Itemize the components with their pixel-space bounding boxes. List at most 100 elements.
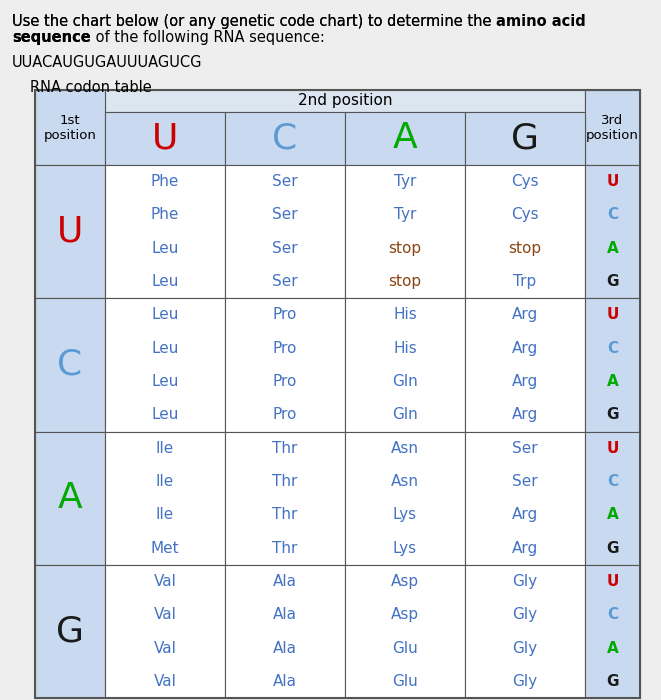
- Text: G: G: [606, 407, 619, 422]
- Text: Phe: Phe: [151, 174, 179, 189]
- Text: Ser: Ser: [272, 174, 298, 189]
- Text: His: His: [393, 341, 417, 356]
- Text: Thr: Thr: [272, 508, 297, 522]
- Bar: [345, 565, 465, 698]
- Bar: [585, 565, 640, 698]
- Text: Tyr: Tyr: [394, 174, 416, 189]
- Text: C: C: [607, 607, 618, 622]
- Text: Leu: Leu: [151, 341, 178, 356]
- Text: Asp: Asp: [391, 607, 419, 622]
- Bar: [225, 565, 345, 698]
- Text: Asp: Asp: [391, 574, 419, 589]
- Text: Ala: Ala: [273, 574, 297, 589]
- Text: G: G: [606, 540, 619, 556]
- Text: Thr: Thr: [272, 441, 297, 456]
- Bar: [465, 565, 585, 698]
- Text: Ser: Ser: [512, 441, 538, 456]
- Bar: [35, 431, 105, 565]
- Text: Asn: Asn: [391, 441, 419, 456]
- Text: A: A: [607, 508, 619, 522]
- Bar: [105, 565, 225, 698]
- Text: Arg: Arg: [512, 374, 538, 389]
- Text: Val: Val: [153, 607, 176, 622]
- Bar: [225, 298, 345, 431]
- Text: Gln: Gln: [392, 374, 418, 389]
- Bar: [35, 565, 105, 698]
- Text: C: C: [607, 207, 618, 223]
- Text: A: A: [58, 481, 83, 515]
- Text: Ser: Ser: [272, 207, 298, 223]
- Bar: [585, 431, 640, 565]
- Text: Ala: Ala: [273, 640, 297, 655]
- Text: Cys: Cys: [511, 207, 539, 223]
- Text: Ile: Ile: [156, 441, 174, 456]
- Text: His: His: [393, 307, 417, 323]
- Text: stop: stop: [508, 241, 541, 256]
- Text: of the following RNA sequence:: of the following RNA sequence:: [91, 30, 325, 45]
- Text: Gly: Gly: [512, 674, 537, 689]
- Text: 3rd
position: 3rd position: [586, 113, 639, 141]
- Text: Ile: Ile: [156, 474, 174, 489]
- Bar: [465, 298, 585, 431]
- Text: Use the chart below (or any genetic code chart) to determine the: Use the chart below (or any genetic code…: [12, 14, 496, 29]
- Bar: [225, 112, 345, 165]
- Text: A: A: [607, 640, 619, 655]
- Text: stop: stop: [389, 241, 422, 256]
- Text: Leu: Leu: [151, 274, 178, 289]
- Text: A: A: [607, 374, 619, 389]
- Text: amino acid: amino acid: [496, 14, 586, 29]
- Text: Ser: Ser: [272, 274, 298, 289]
- Text: Val: Val: [153, 640, 176, 655]
- Bar: [585, 298, 640, 431]
- Bar: [465, 431, 585, 565]
- Text: U: U: [152, 122, 178, 155]
- Text: G: G: [606, 674, 619, 689]
- Text: Tyr: Tyr: [394, 207, 416, 223]
- Bar: [105, 431, 225, 565]
- Bar: [35, 298, 105, 431]
- Text: RNA codon table: RNA codon table: [30, 80, 152, 95]
- Text: Thr: Thr: [272, 474, 297, 489]
- Text: Arg: Arg: [512, 508, 538, 522]
- Text: Trp: Trp: [514, 274, 537, 289]
- Text: 1st
position: 1st position: [44, 113, 97, 141]
- Bar: [465, 112, 585, 165]
- Text: Thr: Thr: [272, 540, 297, 556]
- Text: G: G: [56, 615, 84, 648]
- Text: Lys: Lys: [393, 508, 417, 522]
- Text: Ser: Ser: [272, 241, 298, 256]
- Text: Val: Val: [153, 674, 176, 689]
- Text: Arg: Arg: [512, 307, 538, 323]
- Text: sequence: sequence: [12, 30, 91, 45]
- Text: Val: Val: [153, 574, 176, 589]
- Bar: [225, 431, 345, 565]
- Bar: [465, 165, 585, 298]
- Text: Leu: Leu: [151, 241, 178, 256]
- Text: Ala: Ala: [273, 607, 297, 622]
- Bar: [105, 112, 225, 165]
- Text: Ser: Ser: [512, 474, 538, 489]
- Text: Phe: Phe: [151, 207, 179, 223]
- Bar: [585, 90, 640, 165]
- Text: U: U: [606, 174, 619, 189]
- Bar: [585, 165, 640, 298]
- Text: A: A: [393, 122, 417, 155]
- Bar: [35, 90, 640, 698]
- Text: C: C: [607, 474, 618, 489]
- Text: Leu: Leu: [151, 407, 178, 422]
- Text: Glu: Glu: [392, 640, 418, 655]
- Text: A: A: [607, 241, 619, 256]
- Text: Pro: Pro: [273, 307, 297, 323]
- Text: C: C: [58, 348, 83, 382]
- Bar: [345, 165, 465, 298]
- Text: Arg: Arg: [512, 341, 538, 356]
- Text: Pro: Pro: [273, 374, 297, 389]
- Text: UUACAUGUGAUUUAGUCG: UUACAUGUGAUUUAGUCG: [12, 55, 202, 70]
- Text: Leu: Leu: [151, 307, 178, 323]
- Text: Arg: Arg: [512, 407, 538, 422]
- Text: stop: stop: [389, 274, 422, 289]
- Text: U: U: [57, 215, 83, 248]
- Text: Use the chart below (or any genetic code chart) to determine the: Use the chart below (or any genetic code…: [12, 14, 496, 29]
- Text: Asn: Asn: [391, 474, 419, 489]
- Text: C: C: [607, 341, 618, 356]
